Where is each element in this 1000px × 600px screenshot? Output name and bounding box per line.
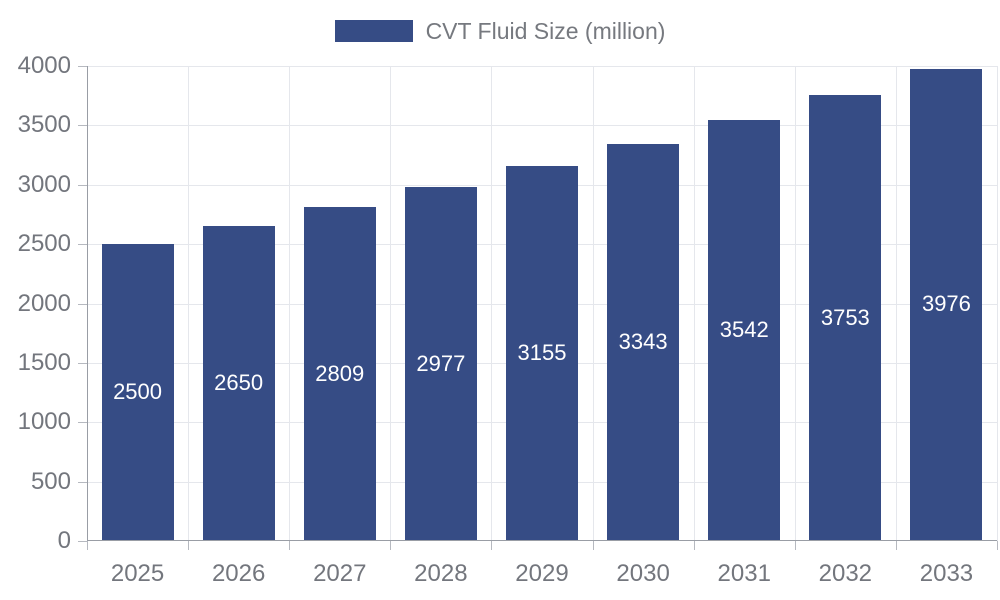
y-gridline (87, 66, 997, 67)
legend: CVT Fluid Size (million) (0, 16, 1000, 46)
bar-value-label: 3753 (820, 304, 870, 330)
bar-value-label: 2650 (214, 370, 264, 396)
y-gridline (87, 125, 997, 127)
bar: 3343 (607, 144, 680, 540)
bar: 2650 (202, 226, 275, 540)
bar: 2809 (303, 207, 376, 540)
x-axis-tick (289, 541, 291, 550)
y-tick-label: 3000 (17, 170, 71, 198)
y-tick-label: 1500 (17, 348, 71, 376)
legend-label: CVT Fluid Size (million) (425, 18, 666, 44)
x-axis-line (87, 540, 997, 541)
x-tick-label: 2029 (515, 560, 569, 587)
y-axis-line (87, 66, 88, 541)
x-axis-tick (188, 541, 190, 550)
x-tick-label: 2028 (414, 560, 468, 587)
bar: 3155 (506, 166, 578, 540)
bar: 2500 (101, 244, 174, 540)
bar-value-label: 3542 (719, 317, 769, 343)
y-axis-tick (78, 422, 87, 424)
y-axis-tick (78, 244, 87, 246)
y-tick-label: 2500 (17, 230, 71, 258)
y-tick-label: 4000 (17, 52, 71, 79)
bar-value-label: 3976 (921, 291, 971, 317)
x-gridline (188, 66, 190, 541)
x-gridline (997, 66, 998, 541)
x-axis-tick (794, 541, 796, 550)
y-tick-label: 2000 (17, 289, 71, 317)
bar-value-label: 2500 (113, 379, 163, 405)
x-gridline (592, 66, 594, 541)
x-axis-tick (87, 541, 88, 550)
y-axis-tick (78, 125, 87, 127)
y-tick-label: 0 (57, 527, 71, 554)
x-gridline (895, 66, 897, 541)
x-gridline (289, 66, 291, 541)
x-tick-label: 2030 (616, 560, 670, 587)
x-tick-label: 2025 (110, 560, 165, 587)
bar-value-label: 3155 (517, 340, 567, 366)
x-gridline (794, 66, 796, 541)
x-tick-label: 2026 (211, 560, 266, 587)
y-axis-tick (78, 66, 87, 67)
y-axis-tick (78, 184, 87, 186)
x-axis-tick (491, 541, 493, 550)
x-gridline (390, 66, 392, 541)
x-axis-tick (693, 541, 695, 550)
legend-swatch (334, 20, 413, 42)
x-gridline (693, 66, 695, 541)
x-axis-tick (895, 541, 897, 550)
y-tick-label: 3500 (17, 111, 71, 139)
legend-item[interactable]: CVT Fluid Size (million) (334, 16, 666, 46)
x-tick-label: 2032 (818, 560, 873, 587)
plot-area: 0 500 1000 1500 2000 2500 3000 3500 4000 2500 2025… (18, 52, 998, 587)
y-tick-label: 1000 (17, 408, 71, 436)
bar: 2977 (404, 187, 477, 540)
y-axis-tick (78, 481, 87, 483)
x-axis-tick (390, 541, 392, 550)
x-tick-label: 2031 (717, 560, 771, 587)
x-axis-tick (592, 541, 594, 550)
x-tick-label: 2027 (313, 560, 367, 587)
bar-value-label: 2809 (315, 360, 365, 386)
bar: 3976 (910, 68, 983, 540)
y-axis-tick (78, 362, 87, 364)
x-axis-tick (997, 541, 998, 550)
x-gridline (491, 66, 493, 541)
bar-value-label: 2977 (416, 350, 466, 376)
y-axis-tick (78, 541, 87, 542)
y-tick-label: 500 (30, 467, 71, 495)
bar: 3542 (708, 120, 781, 540)
bar-value-label: 3343 (618, 329, 668, 355)
x-tick-label: 2033 (919, 560, 974, 587)
bar: 3753 (809, 95, 882, 540)
y-axis-tick (78, 303, 87, 305)
